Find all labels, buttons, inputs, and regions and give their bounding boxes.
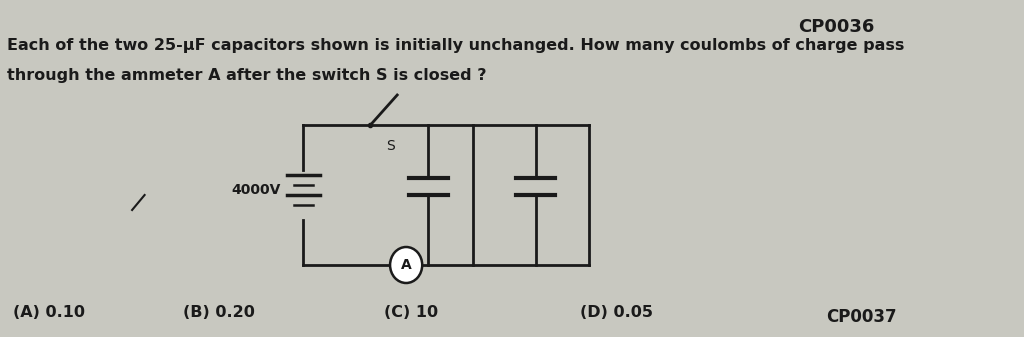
Text: A: A [400,258,412,272]
Text: (C) 10: (C) 10 [384,305,438,320]
Circle shape [390,247,422,283]
Text: CP0037: CP0037 [826,308,897,326]
Text: 4000V: 4000V [231,183,282,197]
Text: CP0036: CP0036 [799,18,874,36]
Text: through the ammeter A after the switch S is closed ?: through the ammeter A after the switch S… [7,68,486,83]
Text: (D) 0.05: (D) 0.05 [581,305,653,320]
Text: (B) 0.20: (B) 0.20 [183,305,255,320]
Text: S: S [386,139,395,153]
Text: (A) 0.10: (A) 0.10 [13,305,85,320]
Text: Each of the two 25-μF capacitors shown is initially unchanged. How many coulombs: Each of the two 25-μF capacitors shown i… [7,38,904,53]
